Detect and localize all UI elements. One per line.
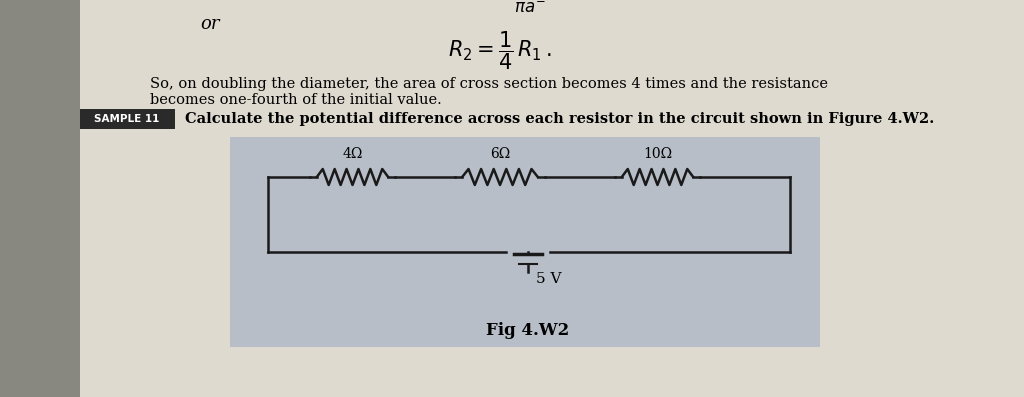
Text: 10Ω: 10Ω [643, 147, 672, 161]
Bar [80, 109, 175, 129]
Text: becomes one-fourth of the initial value.: becomes one-fourth of the initial value. [150, 93, 441, 107]
Text: Fig 4.W2: Fig 4.W2 [486, 322, 569, 339]
Text: So, on doubling the diameter, the area of cross section becomes 4 times and the : So, on doubling the diameter, the area o… [150, 77, 828, 91]
Text: or: or [200, 15, 219, 33]
Text: Calculate the potential difference across each resistor in the circuit shown in : Calculate the potential difference acros… [185, 112, 934, 126]
Bar [230, 137, 820, 347]
Text: SAMPLE 11: SAMPLE 11 [94, 114, 160, 124]
Text: $R_2 = \dfrac{1}{4}\,R_1\,.$: $R_2 = \dfrac{1}{4}\,R_1\,.$ [449, 29, 552, 71]
Bar [0, 0, 80, 397]
Text: 6Ω: 6Ω [489, 147, 510, 161]
Text: 5 V: 5 V [536, 272, 561, 286]
Text: $\pi a^{-}$: $\pi a^{-}$ [514, 0, 546, 17]
Text: 4Ω: 4Ω [342, 147, 362, 161]
